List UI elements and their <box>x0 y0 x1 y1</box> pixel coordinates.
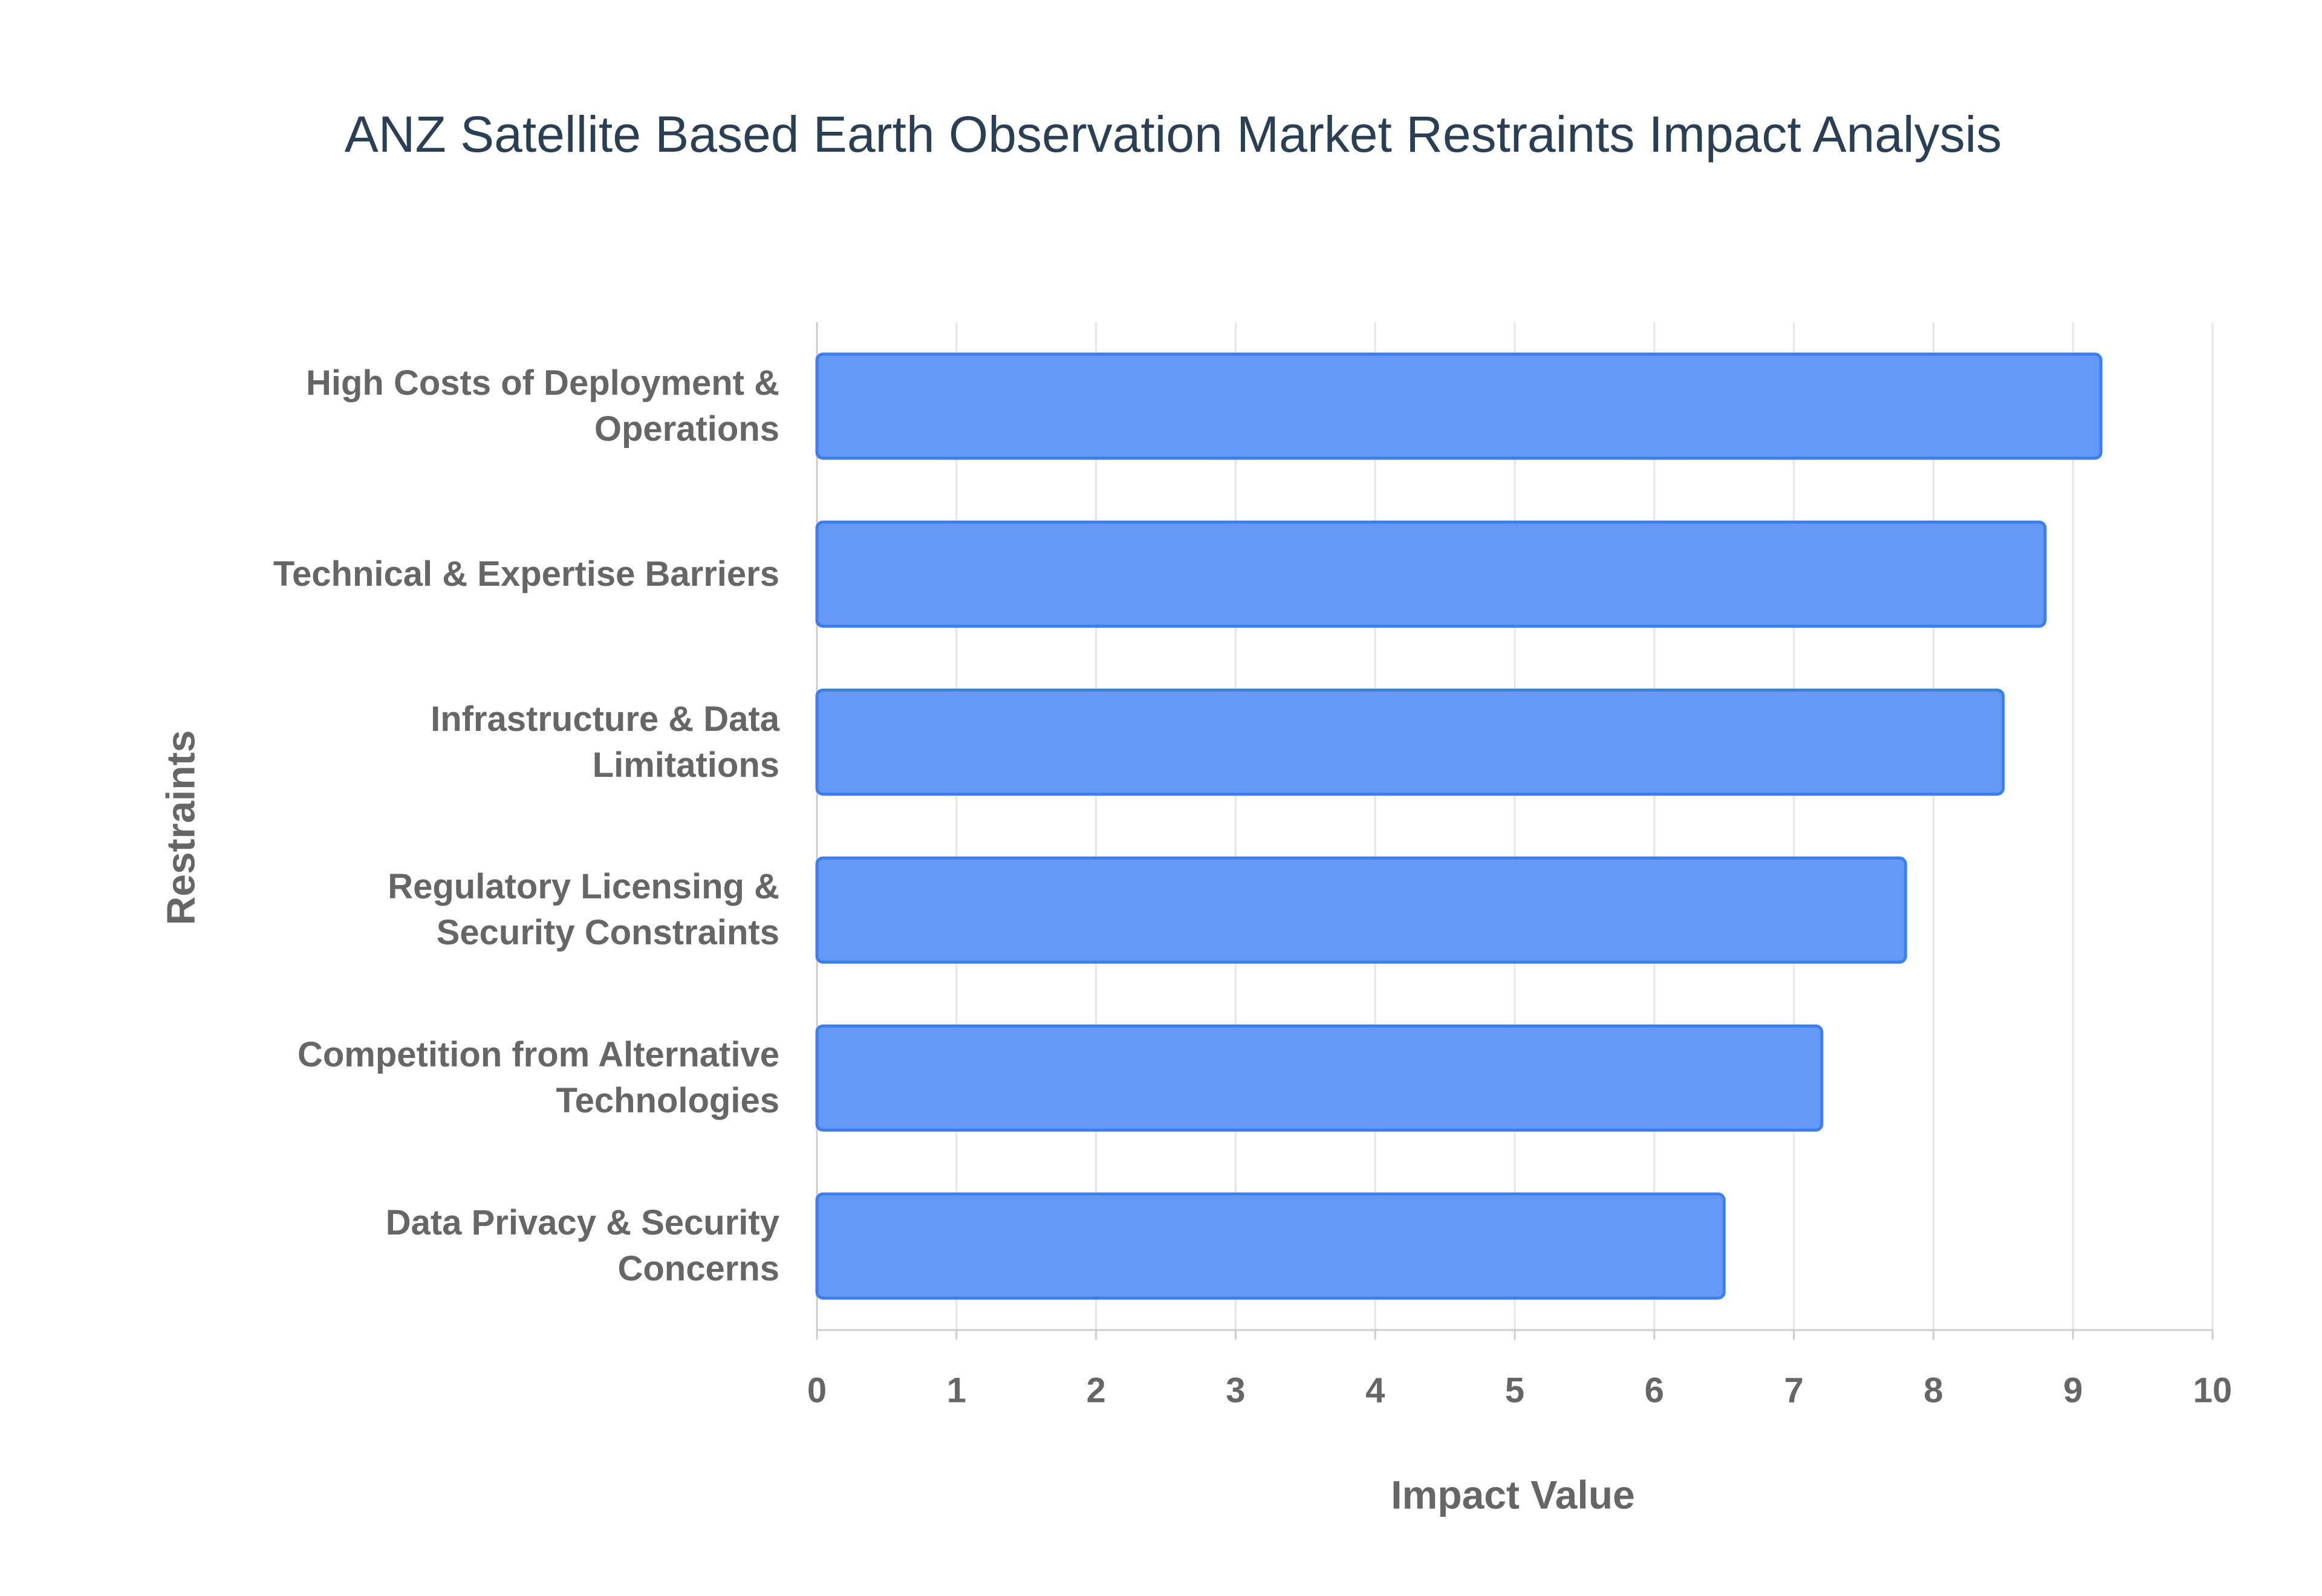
y-tick-label: High Costs of Deployment & Operations <box>305 363 779 449</box>
x-tick-label: 2 <box>1086 1371 1105 1410</box>
x-tick-label: 3 <box>1226 1371 1245 1410</box>
x-tick-label: 5 <box>1505 1371 1524 1410</box>
y-axis-title: Restraints <box>158 730 203 926</box>
x-tick-label: 1 <box>947 1371 966 1410</box>
y-tick-label: Data Privacy & Security Concerns <box>385 1203 779 1289</box>
bar <box>815 1024 1824 1132</box>
x-tick-label: 8 <box>1924 1371 1943 1410</box>
x-tick-label: 10 <box>2193 1371 2233 1410</box>
bar <box>815 688 2005 796</box>
x-tick-label: 7 <box>1784 1371 1803 1410</box>
y-tick-label: Infrastructure & Data Limitations <box>431 699 779 785</box>
x-tick-label: 4 <box>1365 1371 1385 1410</box>
bar <box>815 352 2102 460</box>
bar <box>815 856 1907 964</box>
x-tick-label: 9 <box>2063 1371 2083 1410</box>
x-tick-label: 6 <box>1645 1371 1664 1410</box>
x-axis-title: Impact Value <box>1391 1472 1635 1517</box>
x-tick-label: 0 <box>807 1371 827 1410</box>
y-tick-label: Technical & Expertise Barriers <box>273 554 779 594</box>
bar <box>815 1192 1726 1300</box>
chart-title: ANZ Satellite Based Earth Observation Ma… <box>345 106 2002 163</box>
y-tick-label: Competition from Alternative Technologie… <box>297 1035 779 1121</box>
bar <box>815 521 2047 628</box>
y-tick-label: Regulatory Licensing & Security Constrai… <box>388 867 779 953</box>
